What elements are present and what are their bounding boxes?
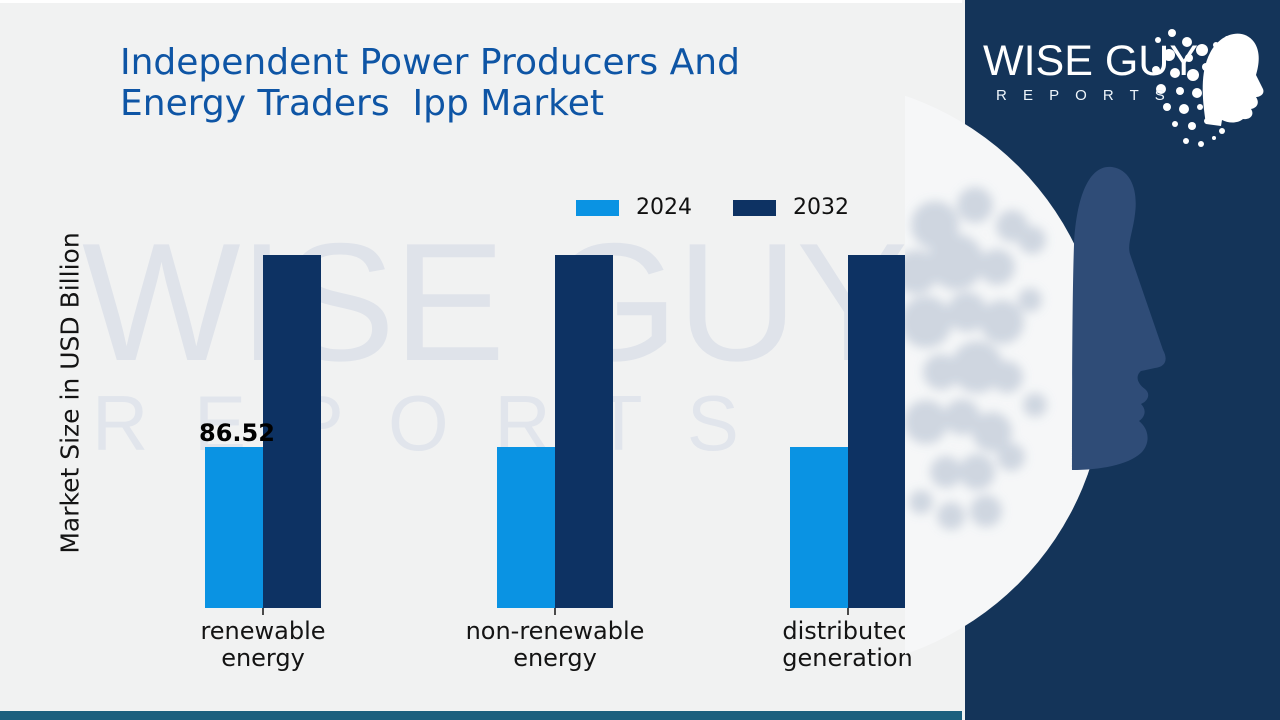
bar-2024-renewable-energy <box>205 447 263 608</box>
bar-2032-renewable-energy <box>263 255 321 608</box>
legend-swatch-2024 <box>576 199 619 216</box>
page-title: Independent Power Producers And Energy Tr… <box>120 42 740 124</box>
face-profile-silhouette <box>1072 166 1166 470</box>
category-label-distributed-generation: distributed generation <box>782 617 913 672</box>
page-title-line1: Independent Power Producers And <box>120 42 740 83</box>
right-brand-decoration <box>905 0 1280 720</box>
top-strip <box>0 0 962 3</box>
bar-2032-distributed-generation <box>847 255 906 608</box>
legend-item-2032: 2032 <box>733 195 849 220</box>
bar-2032-non-renewable-energy <box>555 255 613 608</box>
bar-2024-non-renewable-energy <box>497 447 555 608</box>
wiseguy-logo-sub: R E P O R T S <box>996 87 1171 104</box>
legend: 2024 2032 <box>576 195 849 220</box>
x-axis-tick <box>262 608 264 615</box>
bottom-accent-bar <box>0 711 962 720</box>
x-axis-tick <box>846 608 849 615</box>
bar-value-label: 86.52 <box>199 419 275 448</box>
page-title-line2: Energy Traders Ipp Market <box>120 83 604 124</box>
brain-cloud-dots <box>905 187 1047 530</box>
logo-dot-face <box>1152 29 1264 147</box>
legend-item-2024: 2024 <box>576 195 692 220</box>
x-axis-tick <box>554 608 556 615</box>
category-label-non-renewable-energy: non-renewable energy <box>465 617 645 672</box>
wiseguy-logo: WISE GUY R E P O R T S <box>983 37 1199 105</box>
legend-label-2032: 2032 <box>793 195 849 220</box>
legend-swatch-2032 <box>733 199 776 216</box>
category-label-renewable-energy: renewable energy <box>200 617 326 672</box>
watermark-reports-text: R E P O R T S <box>92 379 751 467</box>
legend-label-2024: 2024 <box>636 195 692 220</box>
watermark-wiseguy-text: WISE GUY <box>82 208 908 396</box>
bar-2024-distributed-generation <box>789 447 848 608</box>
wiseguy-logo-name: WISE GUY <box>983 37 1199 85</box>
